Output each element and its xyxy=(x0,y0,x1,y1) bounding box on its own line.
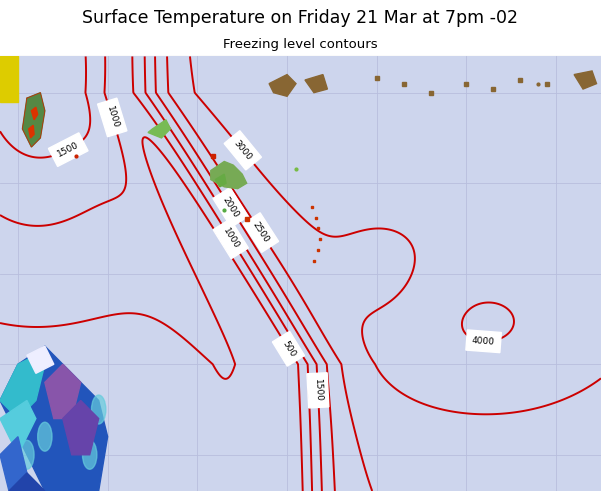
Polygon shape xyxy=(22,93,45,147)
Circle shape xyxy=(56,386,70,415)
Text: Surface Temperature on Friday 21 Mar at 7pm -02: Surface Temperature on Friday 21 Mar at … xyxy=(82,9,519,27)
Polygon shape xyxy=(29,125,34,138)
Polygon shape xyxy=(31,107,38,120)
Text: Freezing level contours: Freezing level contours xyxy=(223,37,378,51)
Text: 2000: 2000 xyxy=(221,195,240,219)
Polygon shape xyxy=(9,473,45,491)
Polygon shape xyxy=(574,71,597,89)
Text: 1000: 1000 xyxy=(105,105,120,130)
Circle shape xyxy=(91,395,106,424)
Circle shape xyxy=(20,440,34,469)
Text: 500: 500 xyxy=(280,339,297,358)
Text: 1500: 1500 xyxy=(56,140,81,159)
Polygon shape xyxy=(45,364,81,418)
Text: 4000: 4000 xyxy=(472,336,495,347)
Polygon shape xyxy=(63,401,99,455)
Polygon shape xyxy=(269,75,296,96)
Text: 1000: 1000 xyxy=(221,227,240,251)
Polygon shape xyxy=(215,174,226,187)
Polygon shape xyxy=(305,75,328,93)
Polygon shape xyxy=(211,162,246,189)
Polygon shape xyxy=(0,401,36,455)
Circle shape xyxy=(82,440,97,469)
Text: 2500: 2500 xyxy=(251,220,271,245)
Text: 3000: 3000 xyxy=(232,138,254,162)
Circle shape xyxy=(73,404,88,433)
Polygon shape xyxy=(0,346,108,491)
Circle shape xyxy=(38,422,52,451)
Polygon shape xyxy=(0,355,45,418)
Polygon shape xyxy=(0,56,18,102)
Polygon shape xyxy=(27,346,54,373)
Polygon shape xyxy=(0,436,27,491)
Polygon shape xyxy=(148,120,171,138)
Text: 1500: 1500 xyxy=(313,379,323,402)
